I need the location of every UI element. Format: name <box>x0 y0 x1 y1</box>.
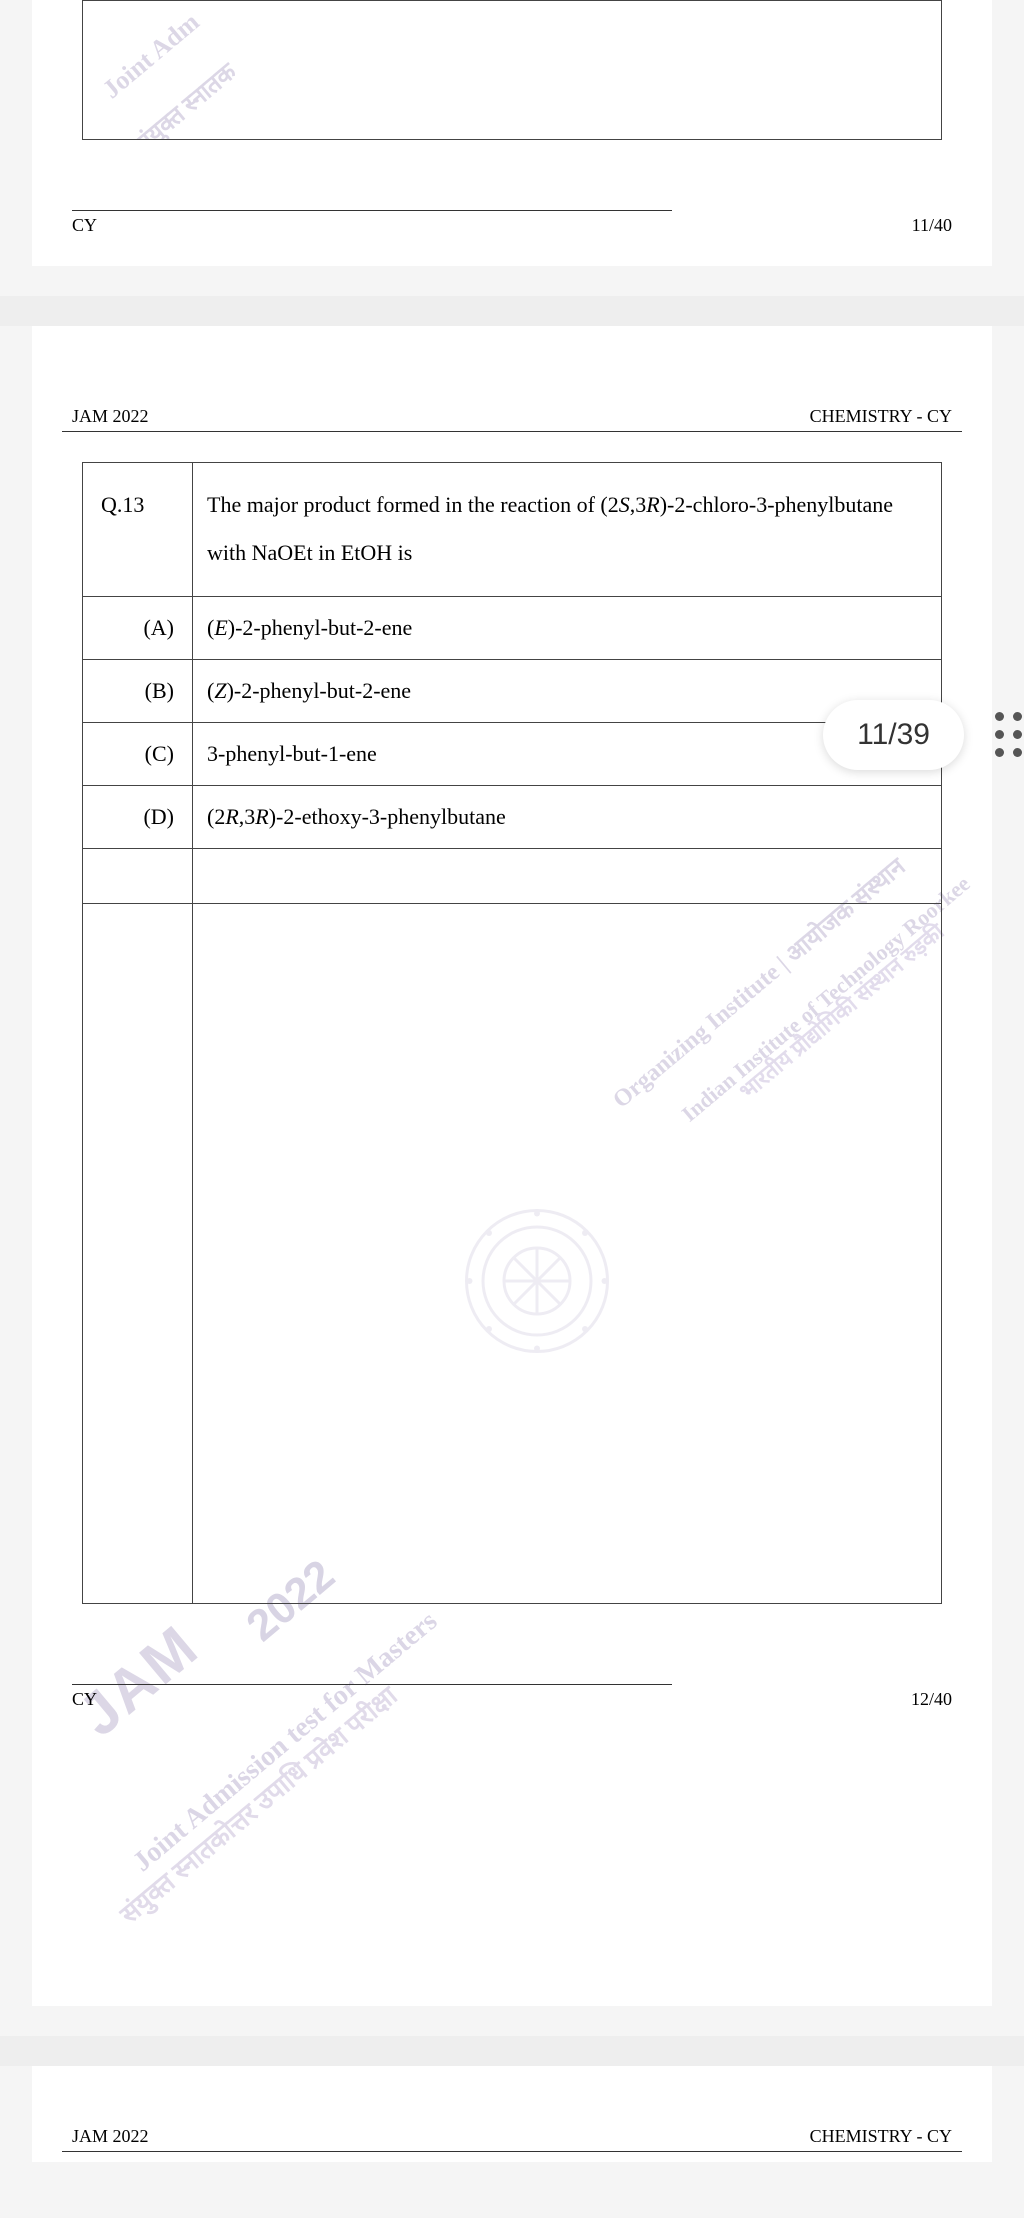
header-subject: CHEMISTRY - CY <box>810 2126 952 2147</box>
answer-box-partial: Joint Adm संयुक्त स्नातक <box>82 0 942 140</box>
footer-page-number: 11/40 <box>912 215 952 236</box>
page-counter-badge: 11/39 <box>823 700 964 770</box>
footer-page-number: 12/40 <box>911 1689 952 1710</box>
header-subject: CHEMISTRY - CY <box>810 406 952 427</box>
page-footer: CY 11/40 <box>62 215 962 236</box>
question-table: Q.13 The major product formed in the rea… <box>82 462 942 1604</box>
question-stem: The major product formed in the reaction… <box>193 463 942 597</box>
page-11-partial: Joint Adm संयुक्त स्नातक CY 11/40 <box>32 0 992 266</box>
option-row-c[interactable]: (C) 3-phenyl-but-1-ene <box>83 722 942 785</box>
footer-code: CY <box>72 215 97 236</box>
empty-row <box>83 848 942 903</box>
question-number: Q.13 <box>83 463 193 597</box>
footer-rule <box>72 1684 672 1685</box>
footer-code: CY <box>72 1689 97 1710</box>
option-label-b: (B) <box>83 659 193 722</box>
footer-rule <box>72 210 672 211</box>
page-13-partial: JAM 2022 CHEMISTRY - CY <box>32 2066 992 2162</box>
watermark-line2: संयुक्त स्नातकोत्तर उपाधि प्रवेश परीक्षा <box>112 1677 404 1931</box>
option-label-d: (D) <box>83 785 193 848</box>
option-row-a[interactable]: (A) (E)-2-phenyl-but-2-ene <box>83 596 942 659</box>
option-row-b[interactable]: (B) (Z)-2-phenyl-but-2-ene <box>83 659 942 722</box>
page-indicator-overlay: 11/39 <box>823 700 1024 770</box>
option-label-a: (A) <box>83 596 193 659</box>
option-label-c: (C) <box>83 722 193 785</box>
header-exam: JAM 2022 <box>72 406 149 427</box>
page-header: JAM 2022 CHEMISTRY - CY <box>62 346 962 432</box>
page-footer: CY 12/40 <box>62 1689 962 1710</box>
page-gap <box>0 2036 1024 2066</box>
question-stem-row: Q.13 The major product formed in the rea… <box>83 463 942 597</box>
option-text-d: (2R,3R)-2-ethoxy-3-phenylbutane <box>193 785 942 848</box>
page-12: JAM 2022 Joint Admission test for Master… <box>32 326 992 2006</box>
page-gap <box>0 296 1024 326</box>
option-row-d[interactable]: (D) (2R,3R)-2-ethoxy-3-phenylbutane <box>83 785 942 848</box>
page-header: JAM 2022 CHEMISTRY - CY <box>62 2126 962 2152</box>
work-area-row <box>83 903 942 1603</box>
option-text-a: (E)-2-phenyl-but-2-ene <box>193 596 942 659</box>
header-exam: JAM 2022 <box>72 2126 149 2147</box>
drag-handle-icon[interactable] <box>984 710 1024 760</box>
